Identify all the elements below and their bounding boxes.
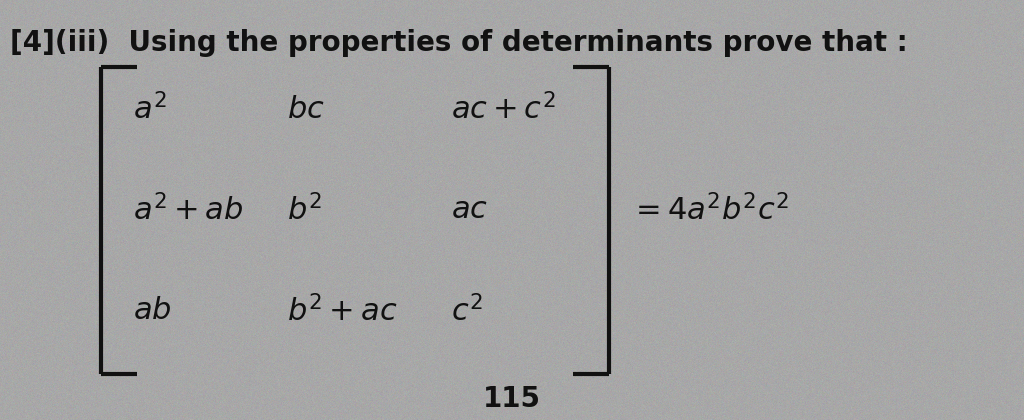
Text: $ab$: $ab$ — [133, 296, 172, 326]
Text: $a^2$: $a^2$ — [133, 93, 167, 126]
Text: $b^2+ac$: $b^2+ac$ — [287, 294, 397, 327]
Text: $ac+c^2$: $ac+c^2$ — [451, 93, 555, 126]
Text: $= 4a^2b^2c^2$: $= 4a^2b^2c^2$ — [630, 194, 788, 226]
Text: $b^2$: $b^2$ — [287, 194, 322, 226]
Text: $ac$: $ac$ — [451, 195, 487, 225]
Text: $bc$: $bc$ — [287, 94, 325, 124]
Text: [4](iii)  Using the properties of determinants prove that :: [4](iii) Using the properties of determi… — [10, 29, 908, 58]
Text: $a^2+ab$: $a^2+ab$ — [133, 194, 244, 226]
Text: 115: 115 — [483, 385, 541, 413]
Text: $c^2$: $c^2$ — [451, 294, 482, 327]
